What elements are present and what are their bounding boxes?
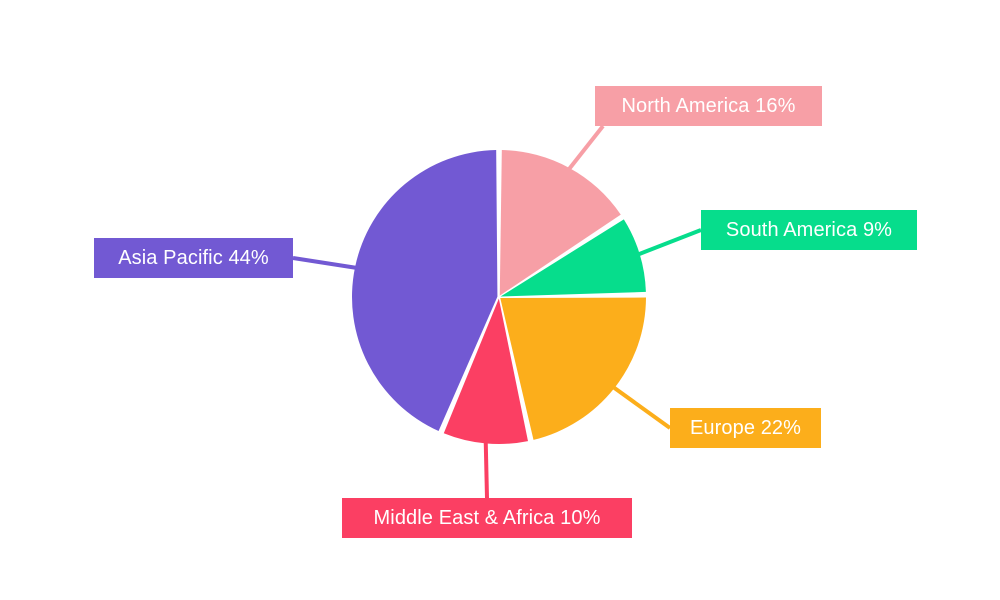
pie-slice-label-text: Europe 22% [689,417,802,439]
leader-line-group [292,124,702,499]
pie-label-leader-line [292,256,360,271]
pie-label-leader-line [610,384,672,430]
pie-label-leader-line [635,228,702,258]
pie-slice-label-text: North America 16% [621,95,796,117]
pie-slice[interactable] [500,219,646,297]
pie-slice-label-text: South America 9% [725,219,893,241]
pie-slice[interactable] [500,297,646,440]
pie-slice-label[interactable]: Middle East & Africa 10% [342,498,632,538]
pie-slice-label-text: Asia Pacific 44% [118,247,269,269]
pie-slice-label[interactable]: North America 16% [595,86,822,126]
pie-slice[interactable] [499,150,621,296]
pie-slice-label-text: Middle East & Africa 10% [373,507,601,529]
pie-slice-label[interactable]: Asia Pacific 44% [94,238,293,278]
pie-slice[interactable] [443,298,528,444]
pie-slice-label[interactable]: South America 9% [701,210,917,250]
pie-label-leader-line [483,439,489,499]
pie-slice[interactable] [352,150,498,432]
pie-slice-group [352,150,646,444]
pie-slice-label[interactable]: Europe 22% [670,408,821,448]
pie-label-leader-line [565,124,605,173]
